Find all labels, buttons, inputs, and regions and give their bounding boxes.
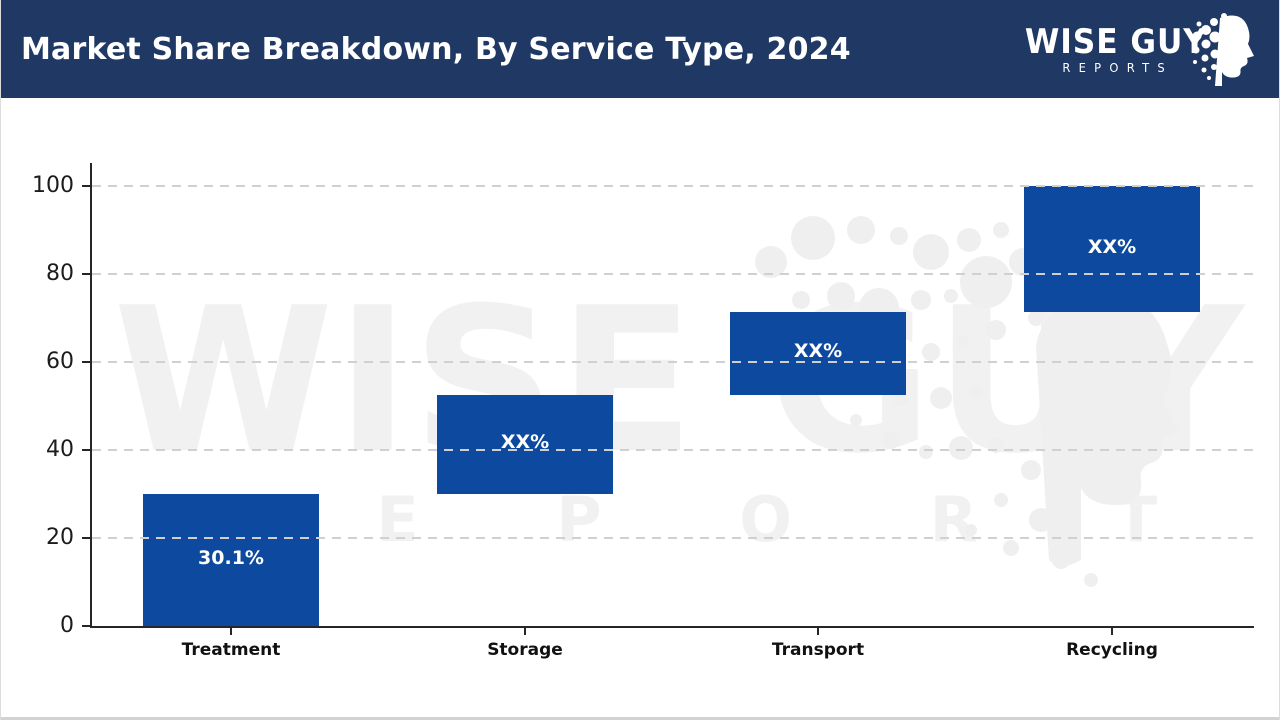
bar-treatment	[143, 493, 319, 626]
gridline-80	[92, 273, 1254, 275]
logo-wordmark: WISE GUY	[1024, 21, 1207, 62]
logo-subtitle: REPORTS	[1062, 60, 1174, 76]
y-axis-spine	[90, 163, 92, 628]
category-label-storage: Storage	[487, 640, 563, 660]
bottom-border-strip	[1, 717, 1279, 720]
gridline-100	[92, 185, 1254, 187]
xtick-storage	[524, 627, 526, 635]
ytick-label-20: 20	[46, 525, 74, 550]
ytick-0	[82, 625, 90, 627]
category-label-recycling: Recycling	[1066, 640, 1158, 660]
gridline-40	[92, 449, 1254, 451]
xtick-transport	[817, 627, 819, 635]
logo-face-icon	[1192, 13, 1254, 87]
xtick-recycling	[1111, 627, 1113, 635]
ytick-80	[82, 273, 90, 275]
category-label-treatment: Treatment	[181, 640, 281, 660]
bar-label-transport: XX%	[793, 340, 843, 363]
category-label-transport: Transport	[771, 640, 865, 660]
ytick-label-0: 0	[60, 613, 74, 638]
xtick-treatment	[230, 627, 232, 635]
gridline-60	[92, 361, 1254, 363]
ytick-40	[82, 449, 90, 451]
ytick-20	[82, 537, 90, 539]
bar-label-treatment: 30.1%	[198, 546, 264, 569]
page-title: Market Share Breakdown, By Service Type,…	[21, 31, 851, 67]
wiseguy-logo: WISE GUY REPORTS	[1009, 10, 1263, 90]
header-band: Market Share Breakdown, By Service Type,…	[1, 0, 1279, 98]
bar-storage	[437, 395, 613, 494]
ytick-label-60: 60	[46, 349, 74, 374]
ytick-60	[82, 361, 90, 363]
ytick-100	[82, 185, 90, 187]
ytick-label-100: 100	[32, 173, 74, 198]
bar-label-recycling: XX%	[1087, 235, 1137, 258]
bar-label-storage: XX%	[500, 431, 550, 454]
gridline-20	[92, 537, 1254, 539]
ytick-label-80: 80	[46, 261, 74, 286]
x-axis-spine	[90, 626, 1254, 628]
ytick-label-40: 40	[46, 437, 74, 462]
